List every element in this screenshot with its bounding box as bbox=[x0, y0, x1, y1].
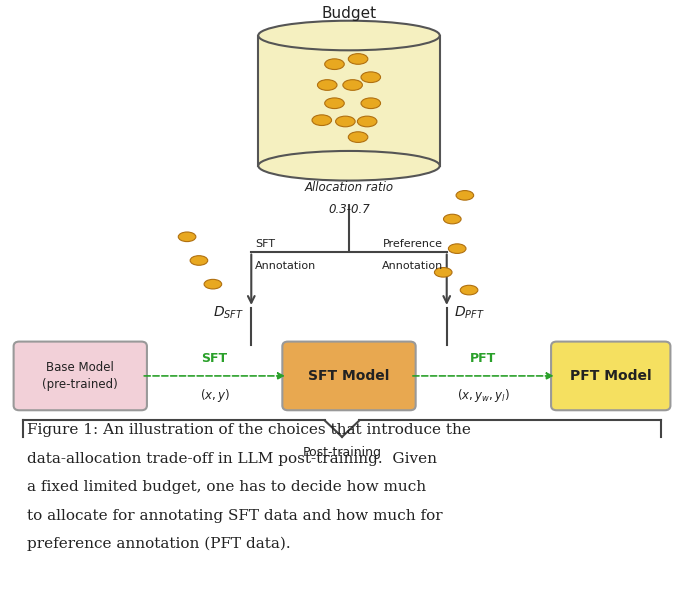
Ellipse shape bbox=[325, 59, 344, 69]
Ellipse shape bbox=[312, 115, 332, 126]
Text: Post-training: Post-training bbox=[302, 446, 382, 459]
Text: Annotation: Annotation bbox=[255, 260, 316, 271]
Text: to allocate for annotating SFT data and how much for: to allocate for annotating SFT data and … bbox=[27, 509, 442, 523]
Text: PFT Model: PFT Model bbox=[570, 369, 651, 383]
Text: SFT Model: SFT Model bbox=[309, 369, 389, 383]
Text: Budget: Budget bbox=[322, 6, 376, 21]
FancyBboxPatch shape bbox=[551, 342, 670, 410]
Text: $(x, y_w, y_l)$: $(x, y_w, y_l)$ bbox=[457, 387, 510, 404]
FancyBboxPatch shape bbox=[282, 342, 415, 410]
Ellipse shape bbox=[357, 116, 377, 127]
Text: 0.3-0.7: 0.3-0.7 bbox=[328, 203, 370, 216]
Ellipse shape bbox=[325, 98, 344, 108]
FancyBboxPatch shape bbox=[14, 342, 147, 410]
Ellipse shape bbox=[456, 191, 474, 200]
Text: $D_{PFT}$: $D_{PFT}$ bbox=[454, 305, 484, 321]
Ellipse shape bbox=[343, 80, 362, 91]
Ellipse shape bbox=[361, 98, 380, 108]
Ellipse shape bbox=[348, 132, 368, 143]
Text: Figure 1: An illustration of the choices that introduce the: Figure 1: An illustration of the choices… bbox=[27, 423, 470, 437]
Text: data-allocation trade-off in LLM post-training.  Given: data-allocation trade-off in LLM post-tr… bbox=[27, 452, 436, 466]
Text: Base Model
(pre-trained): Base Model (pre-trained) bbox=[43, 361, 118, 391]
Text: $(x, y)$: $(x, y)$ bbox=[200, 387, 230, 404]
Ellipse shape bbox=[178, 232, 196, 242]
Text: preference annotation (PFT data).: preference annotation (PFT data). bbox=[27, 537, 290, 551]
Text: SFT: SFT bbox=[202, 352, 228, 365]
Ellipse shape bbox=[448, 244, 466, 253]
Text: a fixed limited budget, one has to decide how much: a fixed limited budget, one has to decid… bbox=[27, 480, 426, 494]
Ellipse shape bbox=[361, 72, 380, 82]
Text: Annotation: Annotation bbox=[382, 260, 443, 271]
Text: PFT: PFT bbox=[470, 352, 496, 365]
Ellipse shape bbox=[460, 285, 478, 295]
Ellipse shape bbox=[348, 54, 368, 65]
Text: Preference: Preference bbox=[383, 239, 443, 249]
Text: $D_{SFT}$: $D_{SFT}$ bbox=[214, 305, 244, 321]
Ellipse shape bbox=[336, 116, 355, 127]
Ellipse shape bbox=[190, 256, 208, 265]
Ellipse shape bbox=[443, 214, 461, 224]
Text: Allocation ratio: Allocation ratio bbox=[304, 181, 394, 194]
Ellipse shape bbox=[258, 151, 440, 181]
Ellipse shape bbox=[318, 80, 337, 91]
Ellipse shape bbox=[258, 21, 440, 50]
Text: SFT: SFT bbox=[255, 239, 275, 249]
Ellipse shape bbox=[434, 268, 452, 277]
Bar bbox=[258, 36, 440, 166]
Ellipse shape bbox=[204, 279, 222, 289]
